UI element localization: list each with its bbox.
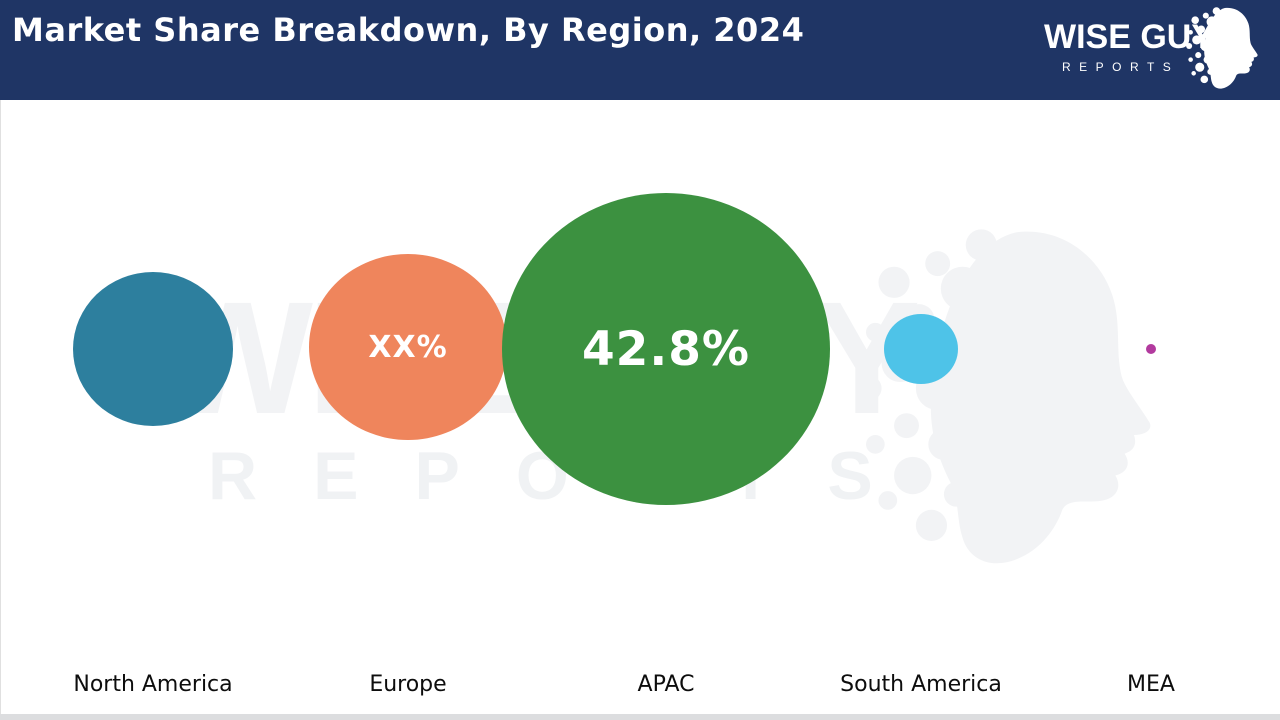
label-south-america: South America bbox=[840, 672, 1002, 697]
label-apac: APAC bbox=[637, 672, 695, 697]
logo-head-icon bbox=[1183, 5, 1259, 90]
bubble-mea bbox=[1146, 344, 1156, 354]
label-mea: MEA bbox=[1127, 672, 1175, 697]
logo-wordmark: WISE GUY bbox=[1044, 18, 1215, 56]
label-north-america: North America bbox=[73, 672, 233, 697]
bubble-apac: 42.8% bbox=[502, 193, 830, 505]
bottom-strip bbox=[0, 714, 1280, 720]
watermark-head-icon bbox=[844, 220, 1156, 569]
bubble-north-america bbox=[73, 272, 233, 426]
bubble-south-america bbox=[884, 314, 958, 384]
bubble-value-apac: 42.8% bbox=[581, 321, 751, 377]
bubble-value-europe: XX% bbox=[368, 329, 448, 365]
label-europe: Europe bbox=[369, 672, 447, 697]
chart-left-border bbox=[0, 100, 1, 714]
logo-subtext: REPORTS bbox=[1062, 60, 1180, 74]
page-title: Market Share Breakdown, By Region, 2024 bbox=[12, 11, 805, 49]
bubble-europe: XX% bbox=[309, 254, 507, 440]
wise-guy-logo: WISE GUY REPORTS bbox=[1020, 0, 1280, 100]
header-bar: Market Share Breakdown, By Region, 2024 … bbox=[0, 0, 1280, 100]
